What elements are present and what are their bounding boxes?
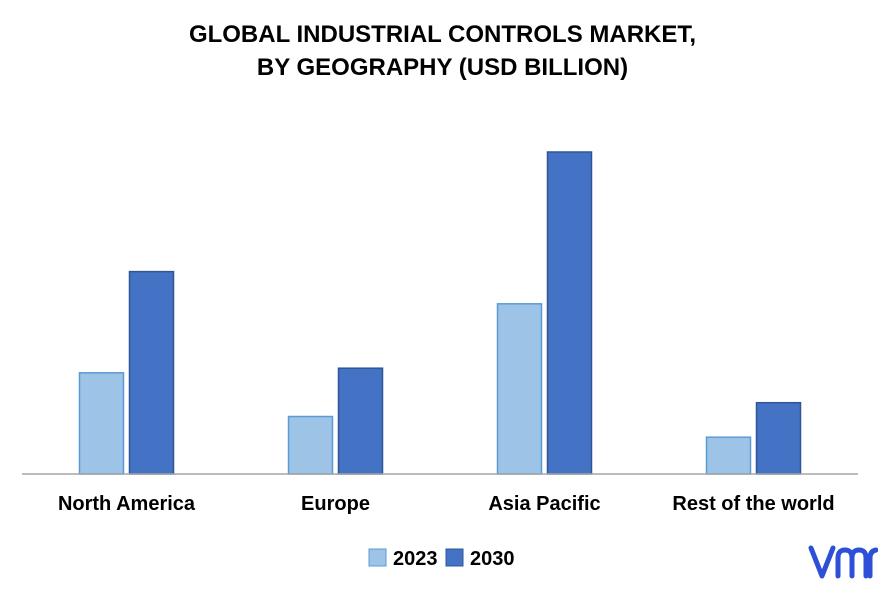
legend-swatch-2030 [445,548,464,567]
x-tick-label: Asia Pacific [488,493,600,515]
bar-2030-north-america [128,270,175,475]
vmr-logo-icon [808,545,878,579]
chart-title-line-1: GLOBAL INDUSTRIAL CONTROLS MARKET, [188,21,697,48]
legend-label-2023: 2023 [393,548,438,570]
bar-2030-asia-pacific [546,151,593,475]
bar-2023-rest-of-the-world [705,436,752,475]
chart-title: GLOBAL INDUSTRIAL CONTROLS MARKET, BY GE… [0,18,885,84]
bar-2030-europe [337,367,384,475]
legend-swatch-2023 [368,548,387,567]
x-tick-label: Europe [301,493,370,515]
bar-2023-europe [287,415,334,475]
bar-2030-rest-of-the-world [755,401,802,475]
bar-2023-asia-pacific [496,303,543,475]
legend-label-2030: 2030 [470,548,515,570]
x-tick-label: North America [58,493,196,515]
bar-2023-north-america [78,372,125,475]
chart-title-line-2: BY GEOGRAPHY (USD BILLION) [256,54,629,81]
x-tick-label: Rest of the world [672,493,834,515]
